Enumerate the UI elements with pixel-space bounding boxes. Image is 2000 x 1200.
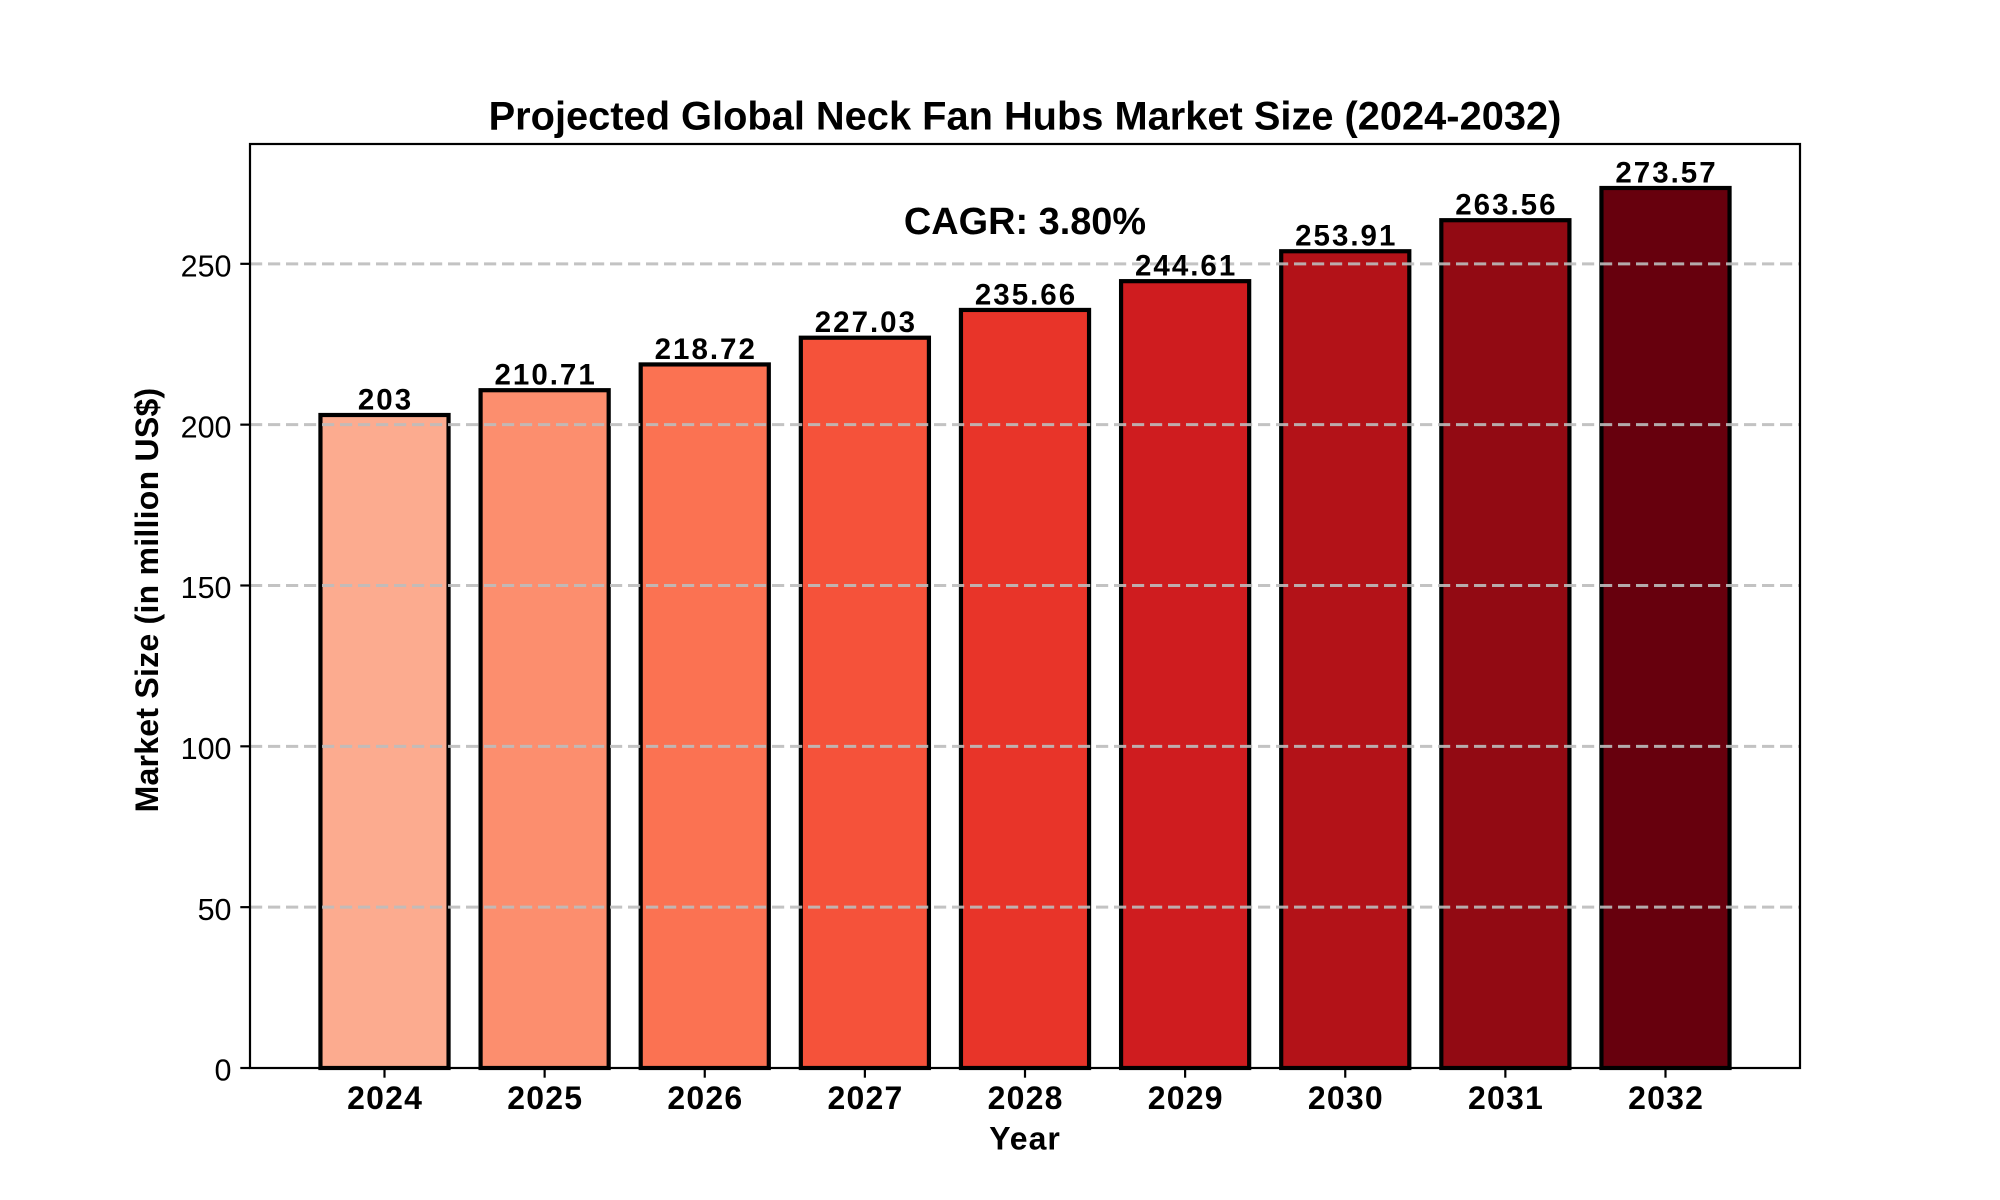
svg-text:2025: 2025 — [507, 1080, 583, 1116]
svg-text:253.91: 253.91 — [1295, 220, 1397, 253]
svg-text:210.71: 210.71 — [495, 359, 597, 392]
svg-text:263.56: 263.56 — [1455, 189, 1557, 222]
svg-text:2029: 2029 — [1148, 1080, 1224, 1116]
svg-text:Projected Global Neck Fan Hubs: Projected Global Neck Fan Hubs Market Si… — [489, 94, 1562, 138]
svg-text:2026: 2026 — [667, 1080, 743, 1116]
svg-text:150: 150 — [181, 571, 232, 605]
svg-text:227.03: 227.03 — [815, 306, 917, 339]
svg-text:218.72: 218.72 — [655, 333, 757, 366]
svg-text:273.57: 273.57 — [1615, 157, 1717, 190]
svg-text:2032: 2032 — [1628, 1080, 1704, 1116]
svg-text:244.61: 244.61 — [1135, 250, 1237, 283]
svg-text:2031: 2031 — [1468, 1080, 1544, 1116]
svg-text:Market Size (in million US$): Market Size (in million US$) — [129, 388, 165, 813]
svg-text:Year: Year — [989, 1120, 1061, 1156]
svg-text:2024: 2024 — [347, 1080, 423, 1116]
svg-text:235.66: 235.66 — [975, 278, 1077, 311]
svg-text:200: 200 — [181, 410, 232, 444]
svg-text:50: 50 — [198, 893, 232, 927]
svg-text:2028: 2028 — [988, 1080, 1064, 1116]
svg-text:100: 100 — [181, 732, 232, 766]
svg-text:203: 203 — [358, 384, 413, 417]
svg-text:0: 0 — [215, 1053, 232, 1087]
svg-text:2027: 2027 — [827, 1080, 903, 1116]
svg-text:250: 250 — [181, 250, 232, 284]
svg-text:2030: 2030 — [1308, 1080, 1384, 1116]
svg-text:CAGR: 3.80%: CAGR: 3.80% — [904, 201, 1146, 243]
